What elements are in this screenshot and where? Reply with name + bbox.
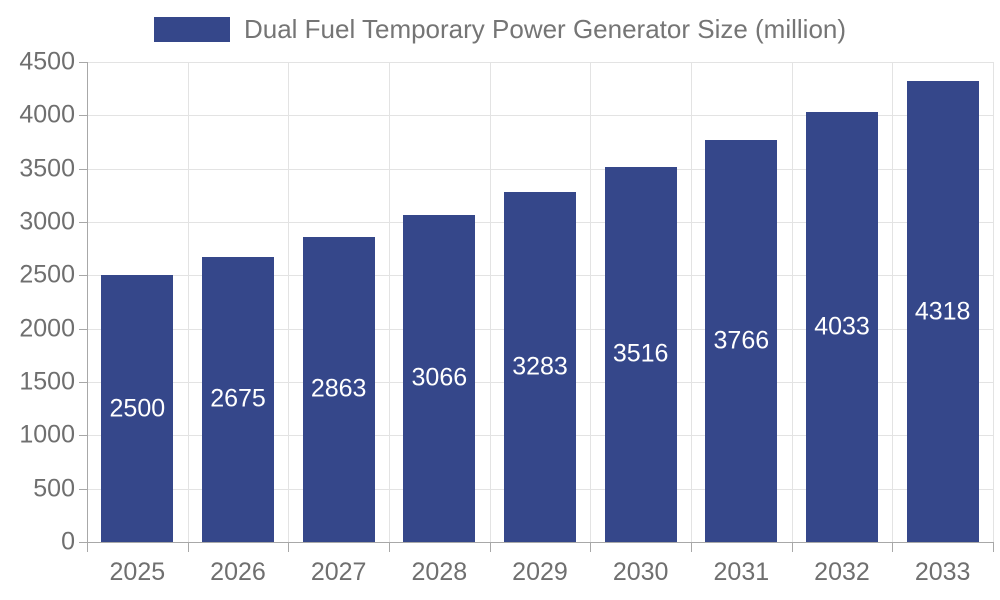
legend-label: Dual Fuel Temporary Power Generator Size… <box>243 14 847 44</box>
x-axis <box>79 542 993 543</box>
y-tick-label: 2500 <box>19 260 75 289</box>
x-axis-tick <box>691 542 692 552</box>
x-tick-label: 2033 <box>914 558 971 586</box>
x-tick-label: 2030 <box>612 558 669 586</box>
bar[interactable] <box>806 111 878 542</box>
y-tick-label: 1500 <box>19 367 75 396</box>
bar[interactable] <box>403 214 476 542</box>
y-axis-tick <box>79 222 87 223</box>
x-axis-tick <box>590 542 592 552</box>
x-gridline <box>187 62 189 542</box>
bar-value-label: 2863 <box>310 374 367 403</box>
x-gridline <box>288 62 290 542</box>
y-tick-label: 4000 <box>19 100 75 129</box>
x-axis-tick <box>892 542 894 552</box>
y-axis-tick <box>79 115 87 117</box>
y-tick-label: 3500 <box>19 154 75 183</box>
x-axis-tick <box>187 542 189 552</box>
y-axis-tick <box>79 435 87 437</box>
x-tick-label: 2026 <box>210 558 266 586</box>
bar-value-label: 3283 <box>512 352 568 381</box>
x-gridline <box>791 62 793 542</box>
bar-value-label: 4318 <box>914 297 971 326</box>
x-gridline <box>489 62 491 542</box>
bar-value-label: 4033 <box>814 312 870 341</box>
y-gridline <box>87 62 993 63</box>
bar[interactable] <box>906 81 979 542</box>
x-gridline <box>691 62 692 542</box>
bar[interactable] <box>202 256 274 542</box>
x-tick-label: 2032 <box>814 558 870 586</box>
y-gridline <box>87 168 993 170</box>
x-axis-tick <box>993 542 994 552</box>
x-tick-label: 2031 <box>713 558 770 586</box>
y-tick-label: 1000 <box>19 420 75 449</box>
y-axis-tick <box>79 382 87 383</box>
x-tick-label: 2028 <box>411 558 468 586</box>
x-gridline <box>993 62 994 542</box>
bar[interactable] <box>705 140 778 542</box>
legend[interactable]: Dual Fuel Temporary Power Generator Size… <box>0 14 1000 45</box>
x-gridline <box>389 62 390 542</box>
y-axis-tick <box>79 328 87 330</box>
x-tick-label: 2025 <box>109 558 166 586</box>
y-tick-label: 2000 <box>19 314 75 343</box>
bar[interactable] <box>504 191 576 542</box>
legend-swatch-icon <box>153 17 230 42</box>
bar[interactable] <box>101 275 174 542</box>
y-tick-label: 0 <box>61 527 75 556</box>
bar-value-label: 2675 <box>210 384 266 413</box>
y-axis-tick <box>79 62 87 63</box>
y-tick-label: 3000 <box>19 207 75 236</box>
y-gridline <box>87 115 993 117</box>
y-axis <box>87 62 88 552</box>
x-axis-tick <box>489 542 491 552</box>
bar-value-label: 3066 <box>411 363 468 392</box>
x-tick-label: 2027 <box>310 558 367 586</box>
x-axis-tick <box>87 542 88 552</box>
x-axis-tick <box>791 542 793 552</box>
y-tick-label: 500 <box>33 474 75 503</box>
bar-value-label: 3516 <box>612 339 669 368</box>
y-tick-label: 4500 <box>19 47 75 76</box>
bar[interactable] <box>604 166 677 542</box>
y-axis-tick <box>79 488 87 490</box>
x-axis-tick <box>389 542 390 552</box>
x-tick-label: 2029 <box>512 558 568 586</box>
x-axis-tick <box>288 542 290 552</box>
bar-value-label: 2500 <box>109 394 166 423</box>
bar[interactable] <box>302 236 375 542</box>
y-axis-tick <box>79 275 87 277</box>
y-axis-tick <box>79 168 87 170</box>
x-gridline <box>892 62 894 542</box>
bar-value-label: 3766 <box>713 326 770 355</box>
x-gridline <box>590 62 592 542</box>
